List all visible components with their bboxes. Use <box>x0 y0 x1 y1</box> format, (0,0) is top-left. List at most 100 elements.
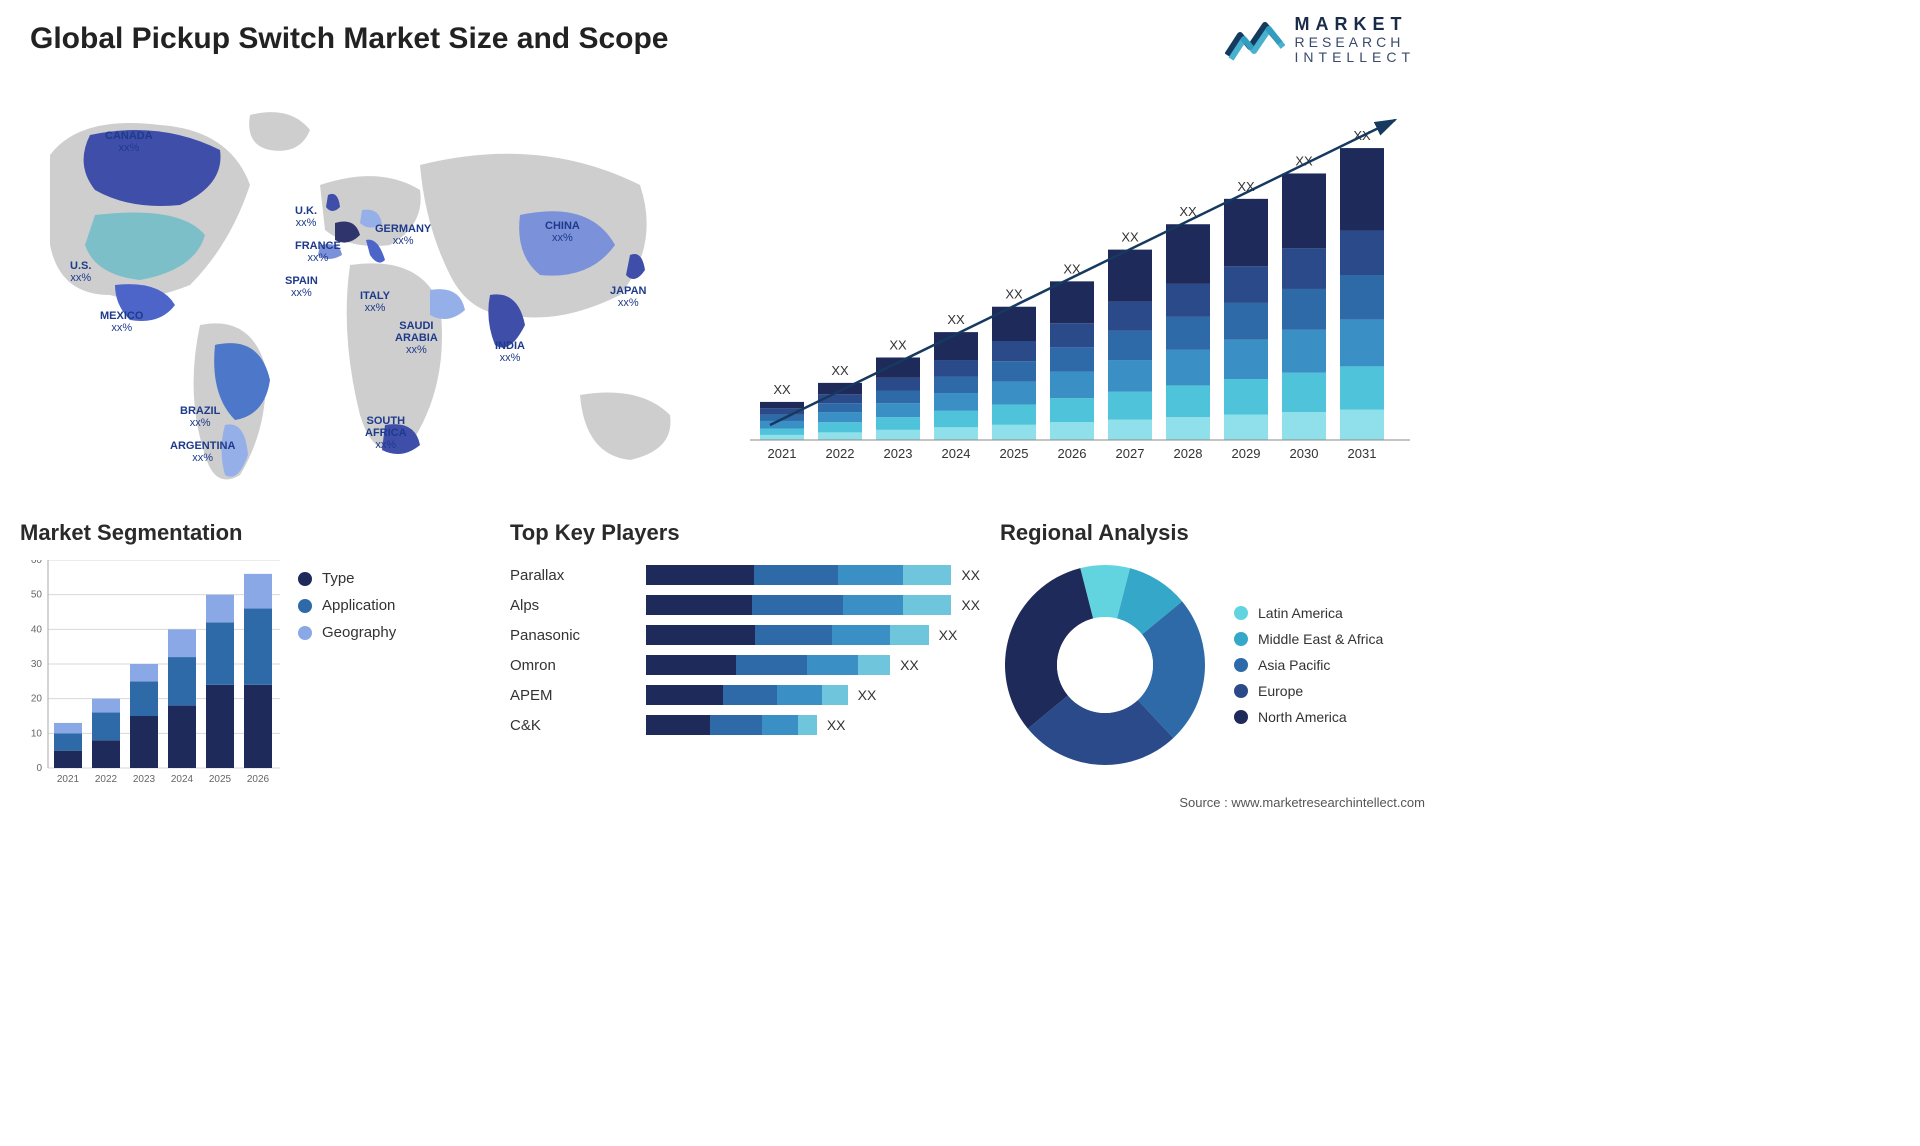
seg-category: 2024 <box>171 774 194 785</box>
map-label: JAPANxx% <box>610 285 646 309</box>
hero-category: 2030 <box>1290 446 1319 461</box>
player-bar-segment <box>646 655 736 675</box>
hero-bar-segment <box>1050 323 1094 347</box>
player-name: Omron <box>510 650 630 680</box>
seg-bar-segment <box>168 629 196 657</box>
region-legend-item: Latin America <box>1234 605 1383 621</box>
seg-bar-segment <box>54 751 82 768</box>
legend-dot-icon <box>298 572 312 586</box>
hero-bar-segment <box>1050 347 1094 371</box>
legend-label: Asia Pacific <box>1258 657 1330 673</box>
hero-bar-segment <box>876 358 920 378</box>
seg-bar-segment <box>168 657 196 706</box>
legend-label: North America <box>1258 709 1347 725</box>
player-bars: XXXXXXXXXXXX <box>646 560 980 740</box>
hero-bar-segment <box>1108 331 1152 360</box>
hero-bar-segment <box>1166 224 1210 284</box>
hero-category: 2029 <box>1232 446 1261 461</box>
hero-bar-value: XX <box>947 312 965 327</box>
hero-bar-segment <box>934 377 978 394</box>
legend-dot-icon <box>298 599 312 613</box>
hero-bar-segment <box>1282 330 1326 373</box>
hero-bar-segment <box>992 404 1036 424</box>
segmentation-section: Market Segmentation 01020304050602021202… <box>20 520 480 790</box>
player-bar-segment <box>762 715 798 735</box>
hero-bar-segment <box>760 421 804 429</box>
hero-bar-segment <box>1282 173 1326 248</box>
player-bar-value: XX <box>961 567 980 583</box>
hero-bar-segment <box>1166 284 1210 317</box>
player-name: Parallax <box>510 560 630 590</box>
hero-bar-segment <box>818 432 862 440</box>
hero-chart: XX2021XX2022XX2023XX2024XX2025XX2026XX20… <box>750 110 1410 470</box>
map-label: SOUTHAFRICAxx% <box>365 415 407 451</box>
player-bar-segment <box>646 565 754 585</box>
hero-bar-segment <box>1224 266 1268 303</box>
hero-bar-segment <box>934 360 978 377</box>
hero-bar-segment <box>876 378 920 391</box>
hero-bar-segment <box>1340 275 1384 319</box>
player-bar-segment <box>646 715 710 735</box>
hero-bar-segment <box>1340 231 1384 275</box>
seg-ytick: 10 <box>31 728 43 739</box>
hero-category: 2028 <box>1174 446 1203 461</box>
hero-bar-value: XX <box>831 363 849 378</box>
map-label: BRAZILxx% <box>180 405 220 429</box>
map-label: FRANCExx% <box>295 240 341 264</box>
hero-bar-segment <box>1166 350 1210 386</box>
player-name: Alps <box>510 590 630 620</box>
player-bar-segment <box>752 595 843 615</box>
hero-category: 2024 <box>942 446 971 461</box>
seg-category: 2026 <box>247 774 270 785</box>
hero-bar-segment <box>1340 319 1384 366</box>
hero-bar-segment <box>818 422 862 432</box>
hero-bar-value: XX <box>1121 230 1139 245</box>
player-bar-segment <box>754 565 838 585</box>
player-bar-segment <box>710 715 761 735</box>
seg-ytick: 0 <box>36 763 42 774</box>
region-legend-item: Middle East & Africa <box>1234 631 1383 647</box>
seg-bar-segment <box>206 685 234 768</box>
hero-bar-segment <box>992 361 1036 381</box>
seg-bar-segment <box>130 681 158 716</box>
hero-category: 2021 <box>768 446 797 461</box>
player-bar-value: XX <box>961 597 980 613</box>
page-title: Global Pickup Switch Market Size and Sco… <box>30 22 669 56</box>
player-bar-segment <box>890 625 929 645</box>
player-bar <box>646 655 890 675</box>
seg-ytick: 30 <box>31 659 43 670</box>
hero-bar-segment <box>934 393 978 411</box>
hero-bar-segment <box>992 341 1036 361</box>
hero-bar-segment <box>992 425 1036 440</box>
player-bar-segment <box>798 715 817 735</box>
legend-label: Type <box>322 570 355 587</box>
world-map: CANADAxx%U.S.xx%MEXICOxx%BRAZILxx%ARGENT… <box>20 95 720 495</box>
hero-bar-segment <box>1224 379 1268 415</box>
map-label: GERMANYxx% <box>375 223 431 247</box>
player-bar-row: XX <box>646 710 980 740</box>
hero-bar-value: XX <box>773 382 791 397</box>
legend-dot-icon <box>1234 710 1248 724</box>
player-bar-row: XX <box>646 560 980 590</box>
player-bar-segment <box>646 595 752 615</box>
legend-label: Application <box>322 597 395 614</box>
regional-legend: Latin America Middle East & Africa Asia Pa… <box>1234 595 1383 735</box>
legend-label: Latin America <box>1258 605 1343 621</box>
player-bar <box>646 685 848 705</box>
seg-bar-segment <box>92 713 120 741</box>
hero-bar-value: XX <box>889 338 907 353</box>
seg-bar-segment <box>206 595 234 623</box>
seg-legend-item: Geography <box>298 624 396 641</box>
hero-bar-segment <box>1340 148 1384 231</box>
hero-bar-segment <box>876 403 920 417</box>
hero-bar-segment <box>934 411 978 428</box>
seg-ytick: 40 <box>31 624 43 635</box>
player-bar-segment <box>822 685 848 705</box>
player-bar-segment <box>903 565 951 585</box>
hero-bar-segment <box>1050 422 1094 440</box>
hero-bar-segment <box>760 402 804 408</box>
seg-ytick: 20 <box>31 694 43 705</box>
seg-bar-segment <box>206 622 234 684</box>
legend-label: Middle East & Africa <box>1258 631 1383 647</box>
players-section: Top Key Players ParallaxAlpsPanasonicOmr… <box>510 520 980 740</box>
